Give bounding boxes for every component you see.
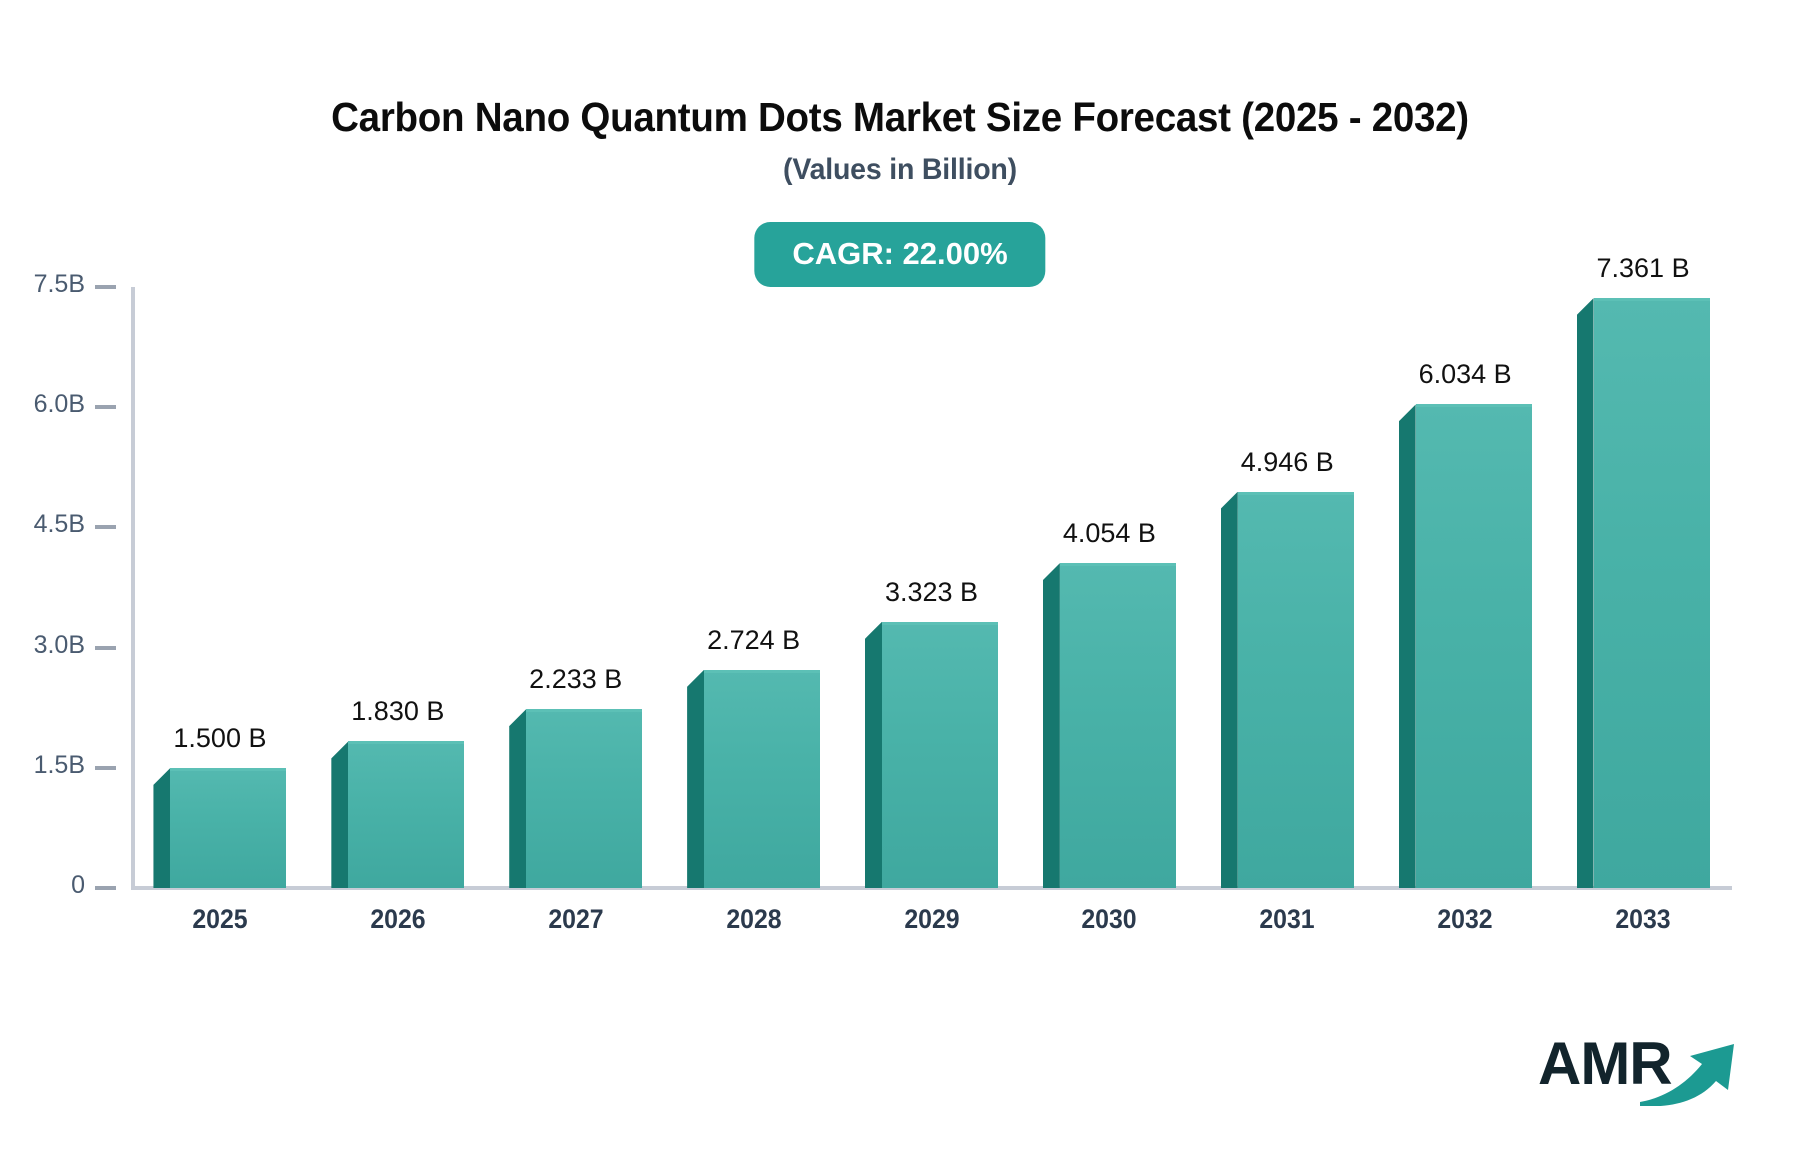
y-axis-tick-mark <box>95 525 116 530</box>
bar-column: 2.724 B <box>687 287 821 888</box>
y-axis-line <box>131 287 135 890</box>
bar-column: 3.323 B <box>865 287 998 888</box>
y-axis-tick-label: 0 <box>71 871 85 899</box>
bar-series: 1.500 B 1.830 B 2.233 B 2.724 B 3.323 B 4.054… <box>131 253 1732 888</box>
x-axis-tick-label: 2033 <box>1615 904 1671 934</box>
y-axis-tick-mark <box>95 645 116 650</box>
bar-top-edge <box>882 621 998 625</box>
y-axis-tick-mark <box>95 285 116 289</box>
bar-front-face <box>882 621 998 888</box>
bar-value-label: 1.830 B <box>351 696 445 727</box>
bar-side-face <box>1220 491 1238 888</box>
bar-front-face <box>1415 404 1532 888</box>
bar-column: 7.361 B <box>1576 253 1710 888</box>
bar-side-face <box>153 767 171 888</box>
bar <box>1576 298 1710 888</box>
x-axis-tick-label: 2029 <box>903 904 960 934</box>
bar-column: 1.500 B <box>153 287 287 888</box>
bar-top-edge <box>526 709 643 713</box>
amr-logo: AMR <box>1538 1028 1738 1114</box>
bar-value-label: 6.034 B <box>1418 359 1512 390</box>
bar-value-label: 4.054 B <box>1062 518 1156 549</box>
bar-side-face <box>1042 563 1060 888</box>
bar-value-label: 2.724 B <box>707 624 801 655</box>
bar-value-label: 1.500 B <box>173 722 267 753</box>
chart-header: Carbon Nano Quantum Dots Market Size For… <box>0 94 1800 187</box>
bar-top-edge <box>1415 404 1532 408</box>
bar-column: 1.830 B <box>331 287 465 888</box>
bar-front-face <box>1593 298 1710 888</box>
bar-front-face <box>704 669 821 888</box>
bar-top-edge <box>1059 563 1176 567</box>
bar-value-label: 4.946 B <box>1240 446 1334 477</box>
bar-top-edge <box>1237 491 1354 495</box>
bar-column: 2.233 B <box>509 287 643 888</box>
bar <box>1042 563 1176 888</box>
bar-front-face <box>1237 491 1354 888</box>
y-axis-tick-mark <box>95 886 116 890</box>
bar-top-edge <box>348 741 465 745</box>
y-axis-tick-label: 6.0B <box>33 390 85 419</box>
x-axis-tick-label: 2025 <box>192 904 248 934</box>
x-axis-tick-label: 2032 <box>1437 904 1493 934</box>
amr-logo-text: AMR <box>1538 1030 1673 1097</box>
bar <box>1220 491 1354 888</box>
bar-value-label: 7.361 B <box>1596 253 1690 284</box>
y-axis-tick-label: 3.0B <box>33 630 85 659</box>
x-axis-tick-label: 2028 <box>725 904 782 934</box>
bar <box>1398 404 1532 888</box>
growth-arrow-icon <box>1640 1044 1734 1106</box>
x-axis-tick-label: 2027 <box>548 904 604 934</box>
cagr-badge: CAGR: 22.00% <box>754 222 1046 287</box>
bar <box>687 669 821 888</box>
x-axis-tick-label: 2031 <box>1259 904 1315 934</box>
y-axis-tick-label: 7.5B <box>33 270 85 298</box>
bar-front-face <box>526 709 643 888</box>
bar-column: 4.054 B <box>1042 287 1176 888</box>
bar <box>153 767 287 888</box>
bar-top-edge <box>704 669 821 673</box>
bar-front-face <box>348 741 465 888</box>
bar-top-edge <box>170 767 287 771</box>
bar <box>509 709 643 888</box>
y-axis-tick-label: 4.5B <box>33 510 85 539</box>
bar-top-edge <box>1593 298 1710 302</box>
y-axis-tick-label: 1.5B <box>33 750 85 779</box>
bar-side-face <box>865 621 882 888</box>
bar-side-face <box>509 709 527 888</box>
bar-value-label: 3.323 B <box>884 576 979 607</box>
page-title: Carbon Nano Quantum Dots Market Size For… <box>331 94 1469 140</box>
y-axis-tick-mark <box>95 765 116 770</box>
bar-side-face <box>1398 404 1416 888</box>
bar-side-face <box>1576 298 1594 888</box>
bar-front-face <box>170 767 287 888</box>
y-axis-tick-mark <box>95 405 116 410</box>
bar-side-face <box>331 741 349 888</box>
bar-side-face <box>687 669 705 888</box>
x-axis-line <box>131 886 1732 890</box>
bar-column: 6.034 B <box>1398 287 1532 888</box>
bar <box>865 621 998 888</box>
bar-front-face <box>1059 563 1176 888</box>
bar-value-label: 2.233 B <box>529 664 623 695</box>
bar-column: 4.946 B <box>1220 287 1354 888</box>
bar <box>331 741 465 888</box>
chart-subtitle: (Values in Billion) <box>783 153 1017 187</box>
x-axis-tick-label: 2030 <box>1081 904 1138 934</box>
x-axis-tick-label: 2026 <box>370 904 426 934</box>
